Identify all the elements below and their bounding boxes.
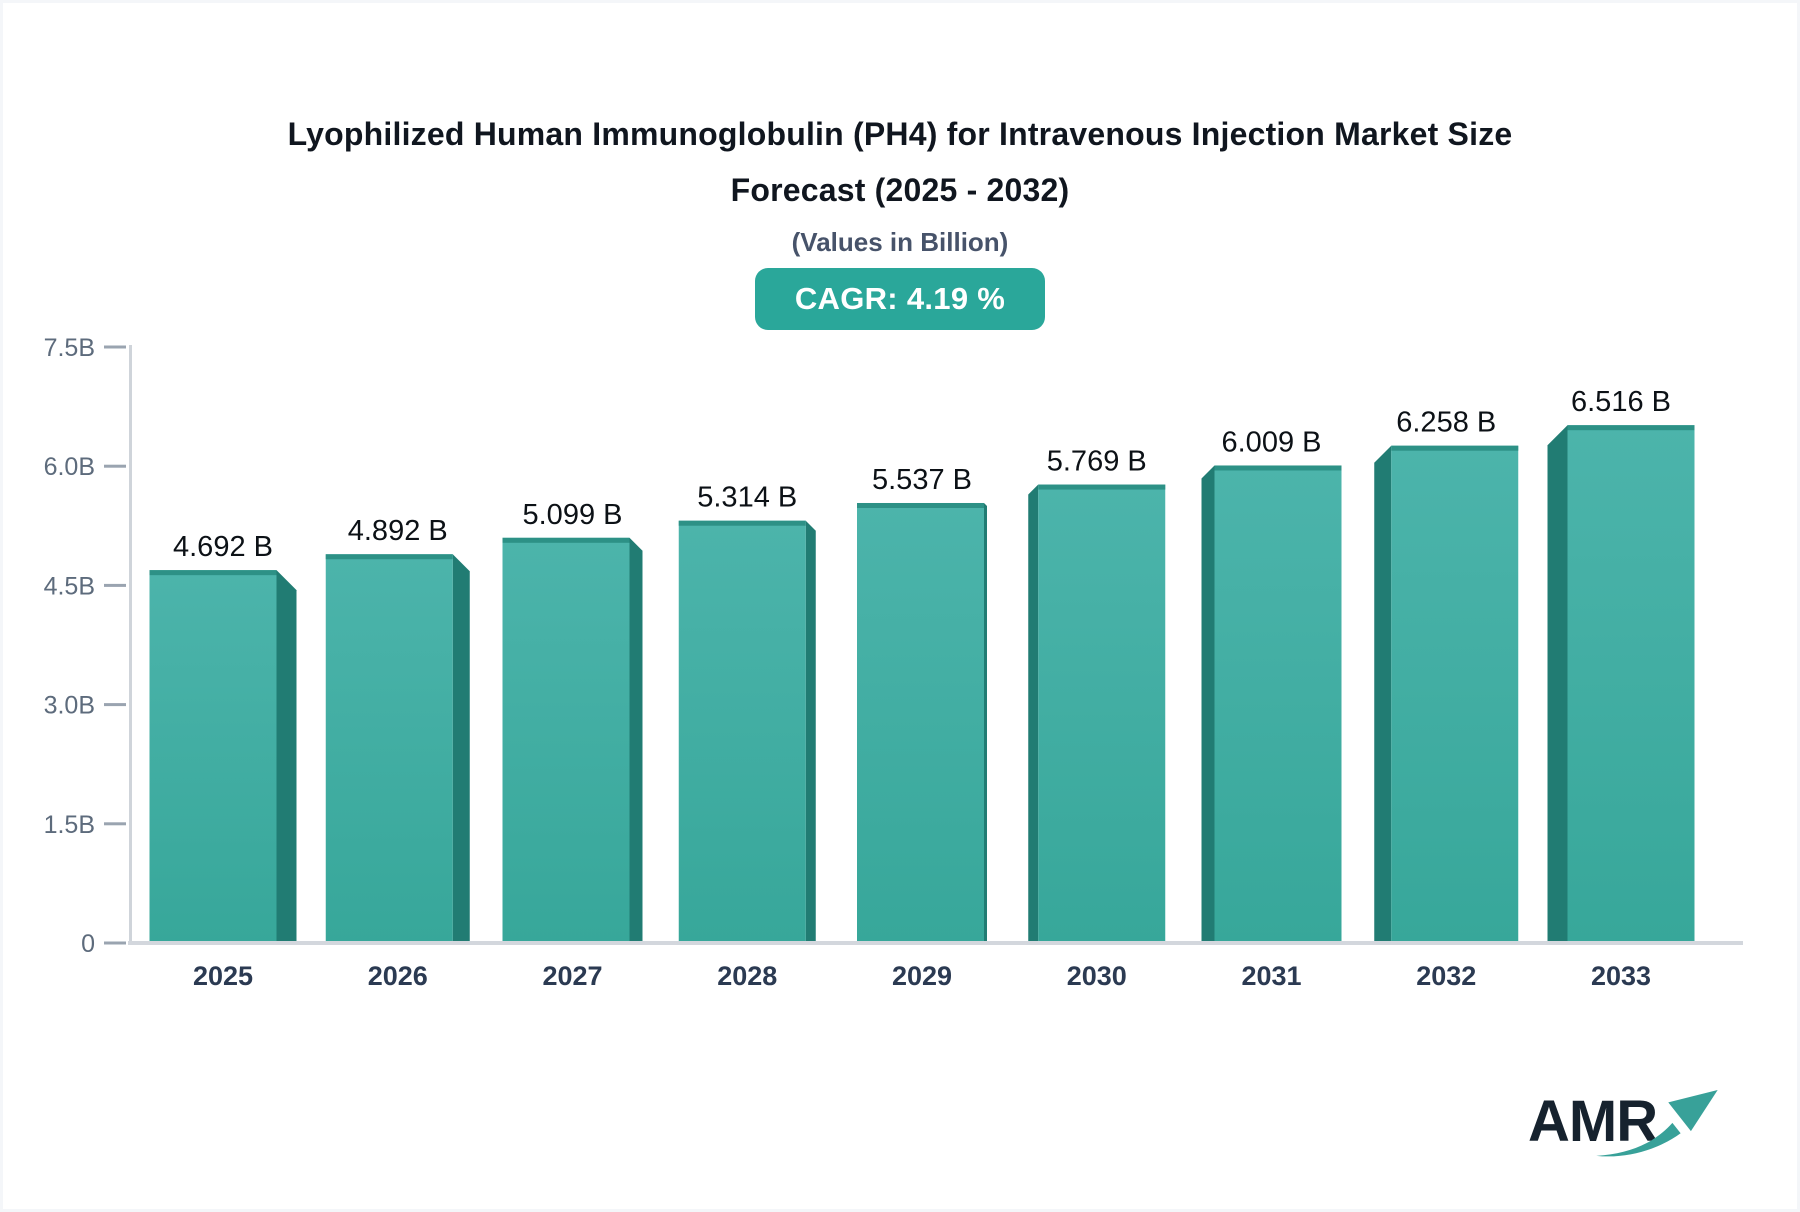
bar-value-label: 4.692 B: [173, 531, 273, 563]
y-tick-label: 4.5B: [44, 572, 95, 600]
amr-logo-text: AMR: [1528, 1089, 1658, 1154]
bar-value-label: 5.537 B: [872, 464, 972, 496]
bar-2030: 5.769 B: [1028, 446, 1166, 943]
y-tick-mark: [104, 941, 126, 945]
y-tick-label: 3.0B: [44, 692, 95, 720]
bar-top-edge: [325, 554, 453, 560]
bar-2026: 4.892 B: [325, 515, 470, 943]
bar-side-face: [1374, 445, 1392, 943]
x-tick-label: 2028: [717, 961, 777, 991]
bar-top-edge: [1567, 425, 1695, 431]
x-tick-label: 2025: [193, 961, 253, 991]
x-tick-label: 2027: [542, 961, 602, 991]
chart-title-line2: Forecast (2025 - 2032): [730, 172, 1070, 208]
bar-top-edge: [678, 520, 806, 526]
y-tick-label: 6.0B: [44, 453, 95, 481]
chart-subtitle: (Values in Billion): [791, 227, 1009, 257]
chart-header: Lyophilized Human Immunoglobulin (PH4) f…: [0, 0, 1800, 330]
bar-side-face: [1201, 465, 1215, 943]
bar-top-edge: [149, 570, 277, 576]
y-tick-mark: [104, 703, 126, 707]
bar-front-face: [325, 554, 453, 943]
y-tick-mark: [104, 464, 126, 468]
bar-front-face: [149, 570, 277, 943]
x-tick-label: 2031: [1241, 961, 1301, 991]
bar-side-face: [1028, 484, 1039, 943]
bar-2032: 6.258 B: [1374, 407, 1519, 943]
bar-value-label: 5.314 B: [697, 482, 797, 514]
cagr-badge: CAGR: 4.19 %: [754, 268, 1046, 330]
bar-top-edge: [502, 537, 630, 543]
x-axis-line: [128, 941, 1743, 945]
growth-arrow-icon: [1596, 1090, 1718, 1157]
bar-front-face: [678, 520, 806, 943]
bar-value-label: 4.892 B: [348, 515, 448, 547]
y-tick-mark: [104, 822, 126, 826]
bar-value-label: 6.009 B: [1222, 426, 1322, 458]
bar-2028: 5.314 B: [678, 482, 816, 943]
chart-title-line1: Lyophilized Human Immunoglobulin (PH4) f…: [287, 116, 1513, 152]
bar-side-face: [805, 520, 816, 943]
bar-top-edge: [1038, 484, 1166, 490]
y-tick-mark: [104, 583, 126, 587]
bar-2025: 4.692 B: [149, 531, 297, 943]
y-tick-label: 1.5B: [44, 811, 95, 839]
bar-front-face: [1038, 484, 1166, 943]
x-tick-label: 2030: [1067, 961, 1127, 991]
cagr-badge-row: CAGR: 4.19 %: [0, 268, 1800, 330]
x-tick-label: 2033: [1591, 961, 1651, 991]
bar-top-edge: [1214, 465, 1342, 471]
bar-side-face: [984, 502, 987, 943]
bar-2033: 6.516 B: [1547, 386, 1695, 944]
bar-front-face: [502, 537, 630, 943]
bar-value-label: 5.769 B: [1047, 446, 1147, 478]
x-tick-label: 2026: [368, 961, 428, 991]
bar-value-label: 6.258 B: [1396, 407, 1496, 439]
bar-2029: 5.537 B: [857, 464, 987, 943]
bar-top-edge: [1391, 445, 1519, 451]
y-axis-line: [129, 345, 132, 943]
bar-value-label: 5.099 B: [523, 499, 623, 531]
bar-front-face: [857, 502, 984, 943]
y-tick-label: 7.5B: [44, 334, 95, 362]
bar-front-face: [1391, 445, 1519, 943]
bar-front-face: [1214, 465, 1342, 943]
bar-side-face: [276, 570, 297, 943]
bar-side-face: [452, 554, 470, 943]
amr-logo: AMR: [1528, 1082, 1738, 1172]
bar-top-edge: [857, 502, 984, 508]
x-tick-label: 2032: [1416, 961, 1476, 991]
bar-front-face: [1567, 425, 1695, 944]
x-tick-label: 2029: [892, 961, 952, 991]
y-tick-mark: [104, 345, 126, 349]
bar-2027: 5.099 B: [502, 499, 643, 943]
chart-title: Lyophilized Human Immunoglobulin (PH4) f…: [0, 106, 1800, 218]
bar-value-label: 6.516 B: [1571, 386, 1671, 418]
bar-side-face: [629, 537, 643, 943]
bar-2031: 6.009 B: [1201, 426, 1342, 943]
bar-side-face: [1547, 425, 1568, 944]
y-tick-label: 0: [81, 930, 95, 958]
